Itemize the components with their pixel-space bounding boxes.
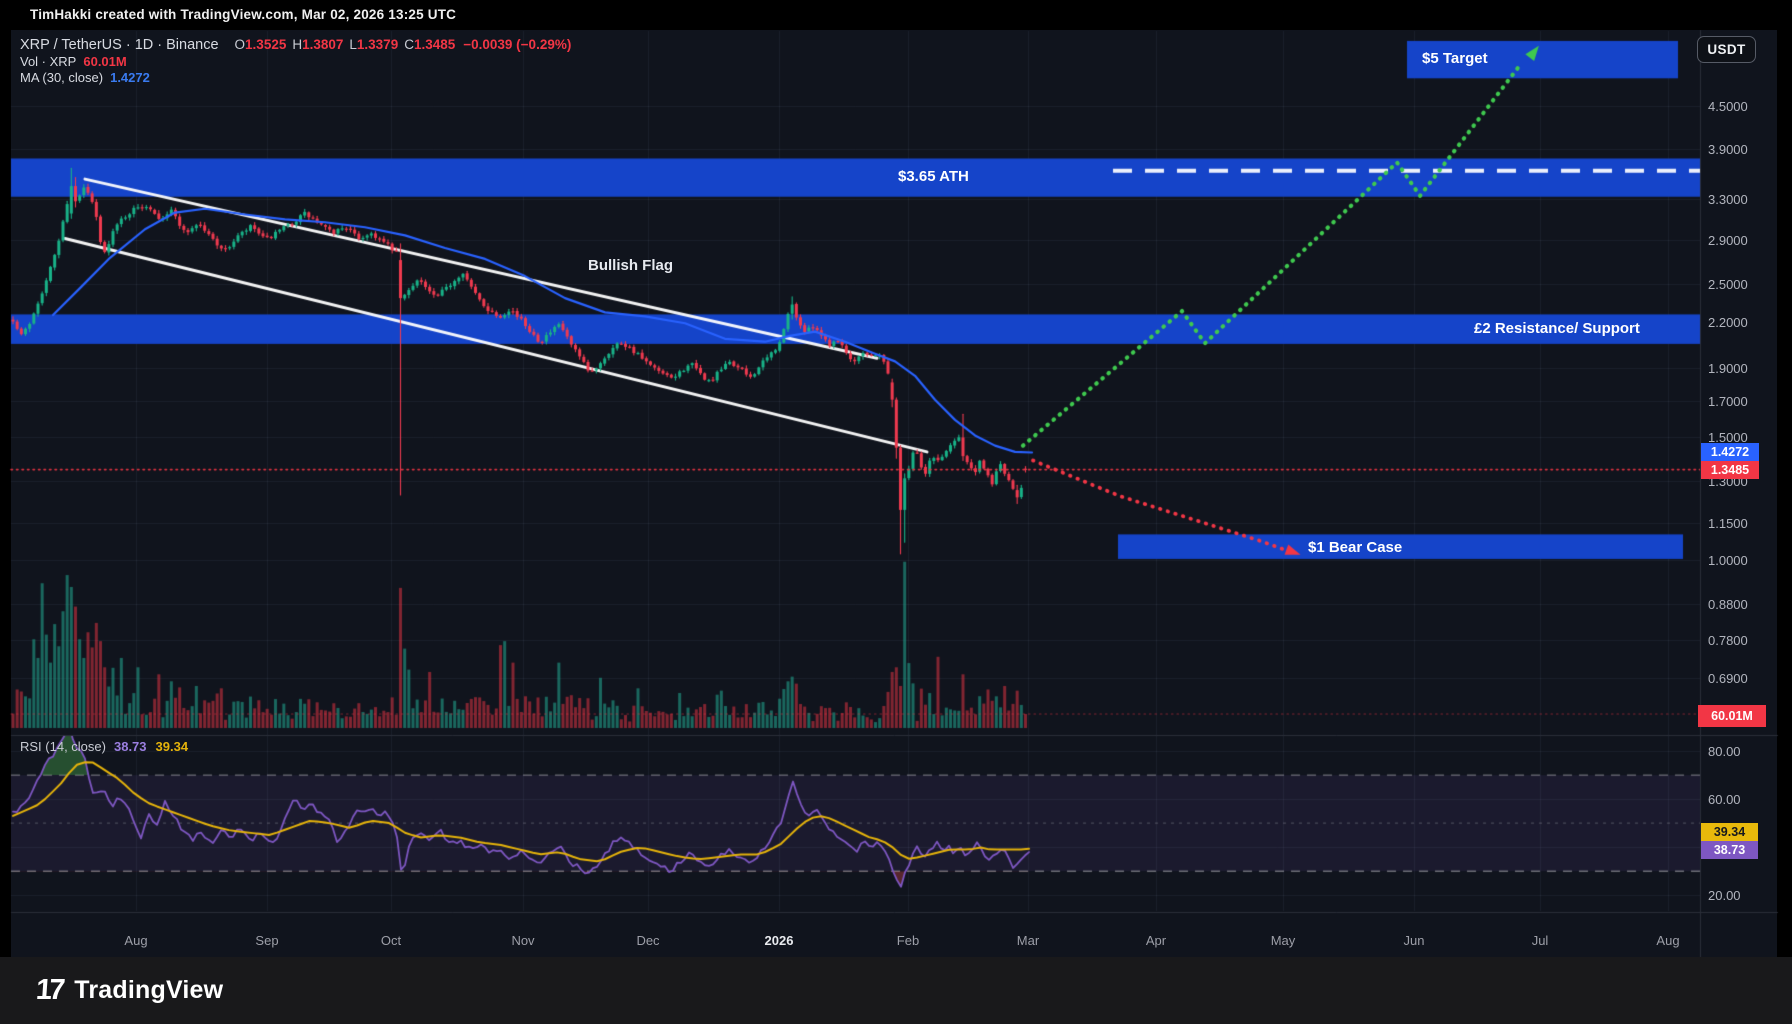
- ath-band-label[interactable]: $3.65 ATH: [898, 168, 969, 185]
- price-tick-label: 0.6900: [1708, 671, 1748, 686]
- time-tick-label: Jun: [1403, 933, 1425, 948]
- low-label: L: [349, 37, 357, 52]
- price-tick-label: 1.7000: [1708, 394, 1748, 409]
- price-tick-label: 2.5000: [1708, 277, 1748, 292]
- bullish-flag-label[interactable]: Bullish Flag: [588, 257, 674, 274]
- time-tick-label: Apr: [1145, 933, 1167, 948]
- rsi-value: 38.73: [113, 739, 147, 754]
- open-value: 1.3525: [245, 37, 287, 52]
- price-tick-label: 3.3000: [1708, 192, 1748, 207]
- rsi-ma-badge: 39.34: [1701, 823, 1758, 841]
- volume-label: Vol · XRP: [20, 54, 77, 69]
- tradingview-logo[interactable]: 17 TradingView: [34, 974, 224, 1007]
- attribution-text: TimHakki created with TradingView.com, M…: [30, 7, 457, 22]
- time-tick-label: Jul: [1531, 933, 1549, 948]
- time-tick-label: Feb: [896, 933, 920, 948]
- time-tick-label: Mar: [1016, 933, 1040, 948]
- rsi-ma-value: 39.34: [155, 739, 189, 754]
- high-label: H: [292, 37, 303, 52]
- currency-unit-button[interactable]: USDT: [1697, 36, 1756, 63]
- volume-value: 60.01M: [83, 54, 127, 69]
- time-tick-label: Nov: [511, 933, 535, 948]
- rsi-label: RSI (14, close): [20, 739, 106, 754]
- volume-badge: 60.01M: [1698, 705, 1766, 727]
- ma-price-badge: 1.4272: [1701, 443, 1759, 461]
- price-tick-label: 1.0000: [1708, 553, 1748, 568]
- footer-bar: 17 TradingView: [0, 957, 1792, 1024]
- price-tick-label: 0.7800: [1708, 633, 1748, 648]
- rsi-badge: 38.73: [1701, 841, 1758, 859]
- price-tick-label: 1.5000: [1708, 430, 1748, 445]
- time-tick-label: May: [1270, 933, 1296, 948]
- price-tick-label: 3.9000: [1708, 142, 1748, 157]
- time-tick-label: Aug: [1656, 933, 1680, 948]
- rsi-tick-label: 60.00: [1708, 792, 1741, 807]
- price-tick-label: 2.9000: [1708, 233, 1748, 248]
- open-label: O: [234, 37, 246, 52]
- legend-row-symbol[interactable]: XRP / TetherUS · 1D · Binance O1.3525 H1.3…: [20, 36, 571, 54]
- legend-row-rsi[interactable]: RSI (14, close) 38.73 39.34: [20, 739, 188, 754]
- attribution-bar: TimHakki created with TradingView.com, M…: [0, 0, 1792, 30]
- close-label: C: [404, 37, 414, 52]
- resistance-band-label[interactable]: £2 Resistance/ Support: [1474, 320, 1640, 337]
- time-tick-label: 2026: [764, 933, 794, 948]
- tradingview-glyph-icon: 17: [34, 974, 64, 1006]
- low-value: 1.3379: [356, 37, 399, 52]
- price-tick-label: 4.5000: [1708, 99, 1748, 114]
- legend-row-volume[interactable]: Vol · XRP 60.01M: [20, 54, 127, 69]
- ma-value: 1.4272: [110, 70, 150, 85]
- price-tick-label: 1.9000: [1708, 361, 1748, 376]
- bear-case-band-label[interactable]: $1 Bear Case: [1308, 539, 1403, 556]
- tradingview-wordmark: TradingView: [74, 976, 224, 1004]
- rsi-tick-label: 80.00: [1708, 744, 1741, 759]
- time-tick-label: Aug: [124, 933, 148, 948]
- price-tick-label: 1.1500: [1708, 516, 1748, 531]
- time-tick-label: Sep: [255, 933, 279, 948]
- price-tick-label: 0.8800: [1708, 597, 1748, 612]
- change-value: −0.0039 (−0.29%): [463, 37, 572, 52]
- legend-row-ma[interactable]: MA (30, close) 1.4272: [20, 70, 150, 85]
- target-band-label[interactable]: $5 Target: [1422, 50, 1488, 67]
- high-value: 1.3807: [302, 37, 344, 52]
- price-tick-label: 2.2000: [1708, 315, 1748, 330]
- close-value: 1.3485: [413, 37, 456, 52]
- time-tick-label: Dec: [636, 933, 660, 948]
- rsi-tick-label: 20.00: [1708, 888, 1741, 903]
- symbol-title[interactable]: XRP / TetherUS · 1D · Binance: [20, 37, 219, 53]
- time-tick-label: Oct: [380, 933, 402, 948]
- ma-label: MA (30, close): [20, 70, 104, 85]
- last-price-badge: 1.3485: [1701, 461, 1759, 479]
